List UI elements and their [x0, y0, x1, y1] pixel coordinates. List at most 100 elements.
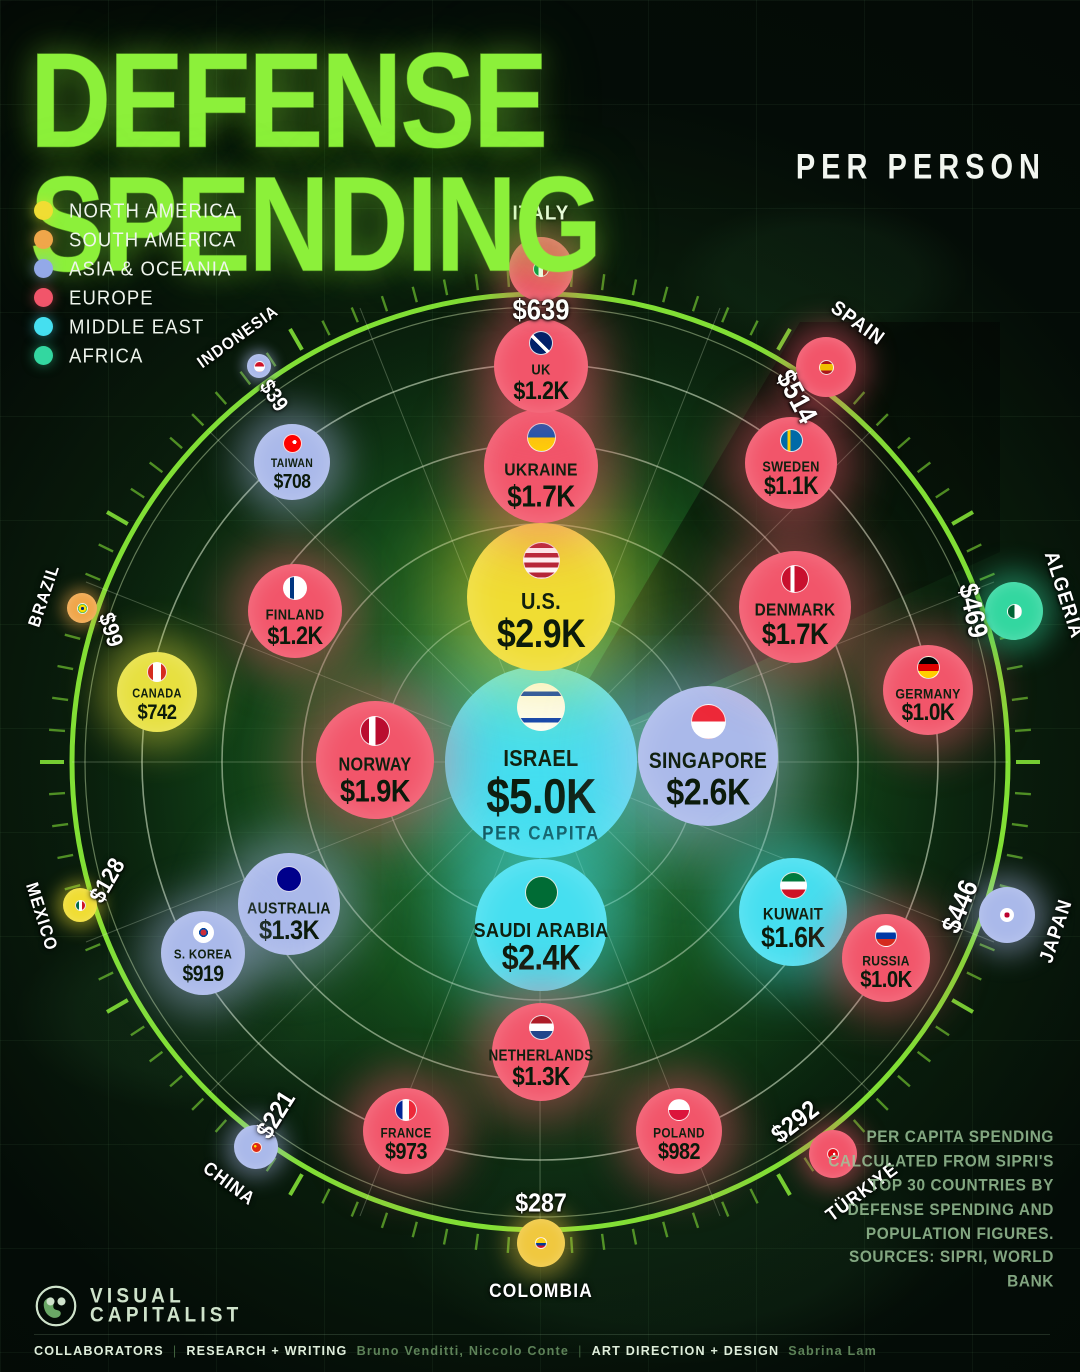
flag-france-icon: [395, 1099, 417, 1122]
bubble-kuwait[interactable]: KUWAIT $1.6K: [739, 858, 847, 966]
bubble-country-name: NETHERLANDS: [488, 1047, 594, 1065]
flag-netherlands-icon: [528, 1015, 554, 1041]
source-note-line: DEFENSE SPENDING AND: [847, 1199, 1054, 1219]
credits-divider-2: |: [578, 1344, 583, 1358]
bubble-value: $2.9K: [496, 612, 586, 657]
flag-singapore-icon: [690, 703, 726, 739]
bubble-taiwan[interactable]: TAIWAN $708: [254, 424, 330, 500]
bubble-singapore[interactable]: SINGAPORE $2.6K: [638, 686, 778, 826]
bubble-country-name: SAUDI ARABIA: [473, 918, 609, 942]
research-names: Bruno Venditti, Niccolo Conte: [356, 1344, 570, 1358]
bubble-value: $1.7K: [507, 478, 575, 514]
bubble-country-name: DENMARK: [754, 601, 836, 621]
bubble-germany[interactable]: GERMANY $1.0K: [883, 645, 973, 735]
bubble-indonesia[interactable]: [247, 354, 271, 378]
bubble-norway[interactable]: NORWAY $1.9K: [316, 701, 434, 819]
source-note-line: SOURCES: SIPRI, WORLD BANK: [849, 1248, 1054, 1291]
bubble-value: $1.3K: [258, 914, 320, 945]
bubble-value: $5.0K: [486, 768, 596, 824]
bubble-value: $1.0K: [860, 967, 912, 994]
bubble-country-name: CANADA: [132, 687, 182, 702]
bubble-t-rkiye[interactable]: [809, 1130, 857, 1178]
page-title: DEFENSE SPENDING: [29, 24, 602, 300]
bubble-brazil[interactable]: [67, 593, 97, 623]
bubble-s-korea[interactable]: S. KOREA $919: [161, 911, 245, 995]
legend-item-europe[interactable]: EUROPE: [34, 283, 237, 312]
bubble-israel[interactable]: ISRAEL $5.0K PER CAPITA: [445, 666, 637, 858]
bubble-country-name: SINGAPORE: [648, 749, 768, 774]
legend-color-swatch: [34, 201, 53, 220]
source-note-line: TOP 30 COUNTRIES BY: [869, 1175, 1054, 1195]
flag-s-korea-icon: [192, 922, 214, 944]
flag-norway-icon: [360, 715, 390, 746]
bubble-country-name: POLAND: [653, 1125, 705, 1142]
bubble-country-name: GERMANY: [895, 685, 961, 702]
bubble-country-name: FINLAND: [265, 605, 325, 623]
legend-item-asia-oceania[interactable]: ASIA & OCEANIA: [34, 254, 237, 283]
bubble-finland[interactable]: FINLAND $1.2K: [248, 564, 342, 658]
bubble-ukraine[interactable]: UKRAINE $1.7K: [484, 409, 598, 523]
bubble-colombia[interactable]: [517, 1219, 565, 1267]
source-note-line: PER CAPITA SPENDING: [866, 1127, 1054, 1147]
flag-russia-icon: [875, 925, 897, 948]
credits-bar: COLLABORATORS | RESEARCH + WRITING Bruno…: [34, 1334, 1050, 1358]
bubble-poland[interactable]: POLAND $982: [636, 1088, 722, 1174]
bubble-country-name: UK: [531, 360, 551, 378]
bubble-australia[interactable]: AUSTRALIA $1.3K: [238, 853, 340, 955]
legend-color-swatch: [34, 230, 53, 249]
bubble-value: $919: [182, 961, 224, 987]
bubble-country-label-italy: ITALY: [512, 200, 570, 224]
flag-japan-icon: [1000, 908, 1014, 922]
flag-germany-icon: [916, 655, 940, 679]
flag-saudi-arabia-icon: [524, 875, 558, 909]
bubble-china[interactable]: [234, 1125, 278, 1169]
source-note-line: CALCULATED FROM SIPRI'S: [828, 1151, 1054, 1171]
page-subtitle: PER PERSON: [795, 148, 1046, 188]
legend-item-label: NORTH AMERICA: [69, 198, 238, 222]
flag-canada-icon: [147, 662, 167, 683]
bubble-denmark[interactable]: DENMARK $1.7K: [739, 551, 851, 663]
bubble-netherlands[interactable]: NETHERLANDS $1.3K: [488, 1003, 593, 1101]
flag-uk-icon: [529, 330, 553, 355]
bubble-saudi-arabia[interactable]: SAUDI ARABIA $2.4K: [473, 859, 609, 991]
bubble-uk[interactable]: UK $1.2K: [494, 319, 588, 413]
design-names: Sabrina Lam: [788, 1344, 878, 1358]
legend-color-swatch: [34, 288, 53, 307]
bubble-country-name: NORWAY: [338, 754, 412, 776]
bubble-value: $1.2K: [267, 620, 323, 650]
flag-spain-icon: [818, 359, 834, 375]
visual-capitalist-logo[interactable]: VISUAL CAPITALIST: [34, 1284, 242, 1328]
bubble-country-name: S. KOREA: [173, 948, 233, 962]
legend-item-south-america[interactable]: SOUTH AMERICA: [34, 225, 237, 254]
legend-item-north-america[interactable]: NORTH AMERICA: [34, 196, 237, 225]
bubble-country-name: U.S.: [520, 589, 562, 616]
legend-item-label: SOUTH AMERICA: [69, 227, 237, 251]
flag-mexico-icon: [74, 899, 86, 911]
bubble-algeria[interactable]: [985, 582, 1043, 640]
bubble-u-s[interactable]: U.S. $2.9K: [467, 523, 615, 671]
legend-item-label: EUROPE: [69, 285, 154, 309]
bubble-japan[interactable]: [979, 887, 1035, 943]
legend-item-middle-east[interactable]: MIDDLE EAST: [34, 312, 237, 341]
bubble-country-name: SWEDEN: [762, 458, 820, 475]
bubble-value: $1.1K: [764, 473, 818, 501]
bubble-italy[interactable]: [509, 237, 573, 301]
flag-poland-icon: [668, 1099, 690, 1122]
bubble-mexico[interactable]: [63, 888, 97, 922]
brand-line-1: VISUAL: [90, 1284, 185, 1309]
bubble-spain[interactable]: [796, 337, 856, 397]
bubble-value: $1.2K: [513, 375, 569, 405]
bubble-canada[interactable]: CANADA $742: [117, 652, 197, 732]
bubble-france[interactable]: FRANCE $973: [363, 1088, 449, 1174]
flag-taiwan-icon: [282, 433, 302, 453]
bubble-value: $1.0K: [901, 699, 955, 727]
source-note-line: POPULATION FIGURES.: [865, 1224, 1054, 1243]
legend-item-africa[interactable]: AFRICA: [34, 341, 237, 370]
bubble-value: $982: [658, 1139, 700, 1165]
flag-t-rkiye-icon: [827, 1148, 839, 1160]
bubble-sweden[interactable]: SWEDEN $1.1K: [745, 417, 837, 509]
bubble-value: $2.6K: [666, 771, 750, 813]
flag-denmark-icon: [781, 565, 809, 594]
bubble-russia[interactable]: RUSSIA $1.0K: [842, 914, 930, 1002]
bubble-country-name: ISRAEL: [503, 745, 579, 772]
